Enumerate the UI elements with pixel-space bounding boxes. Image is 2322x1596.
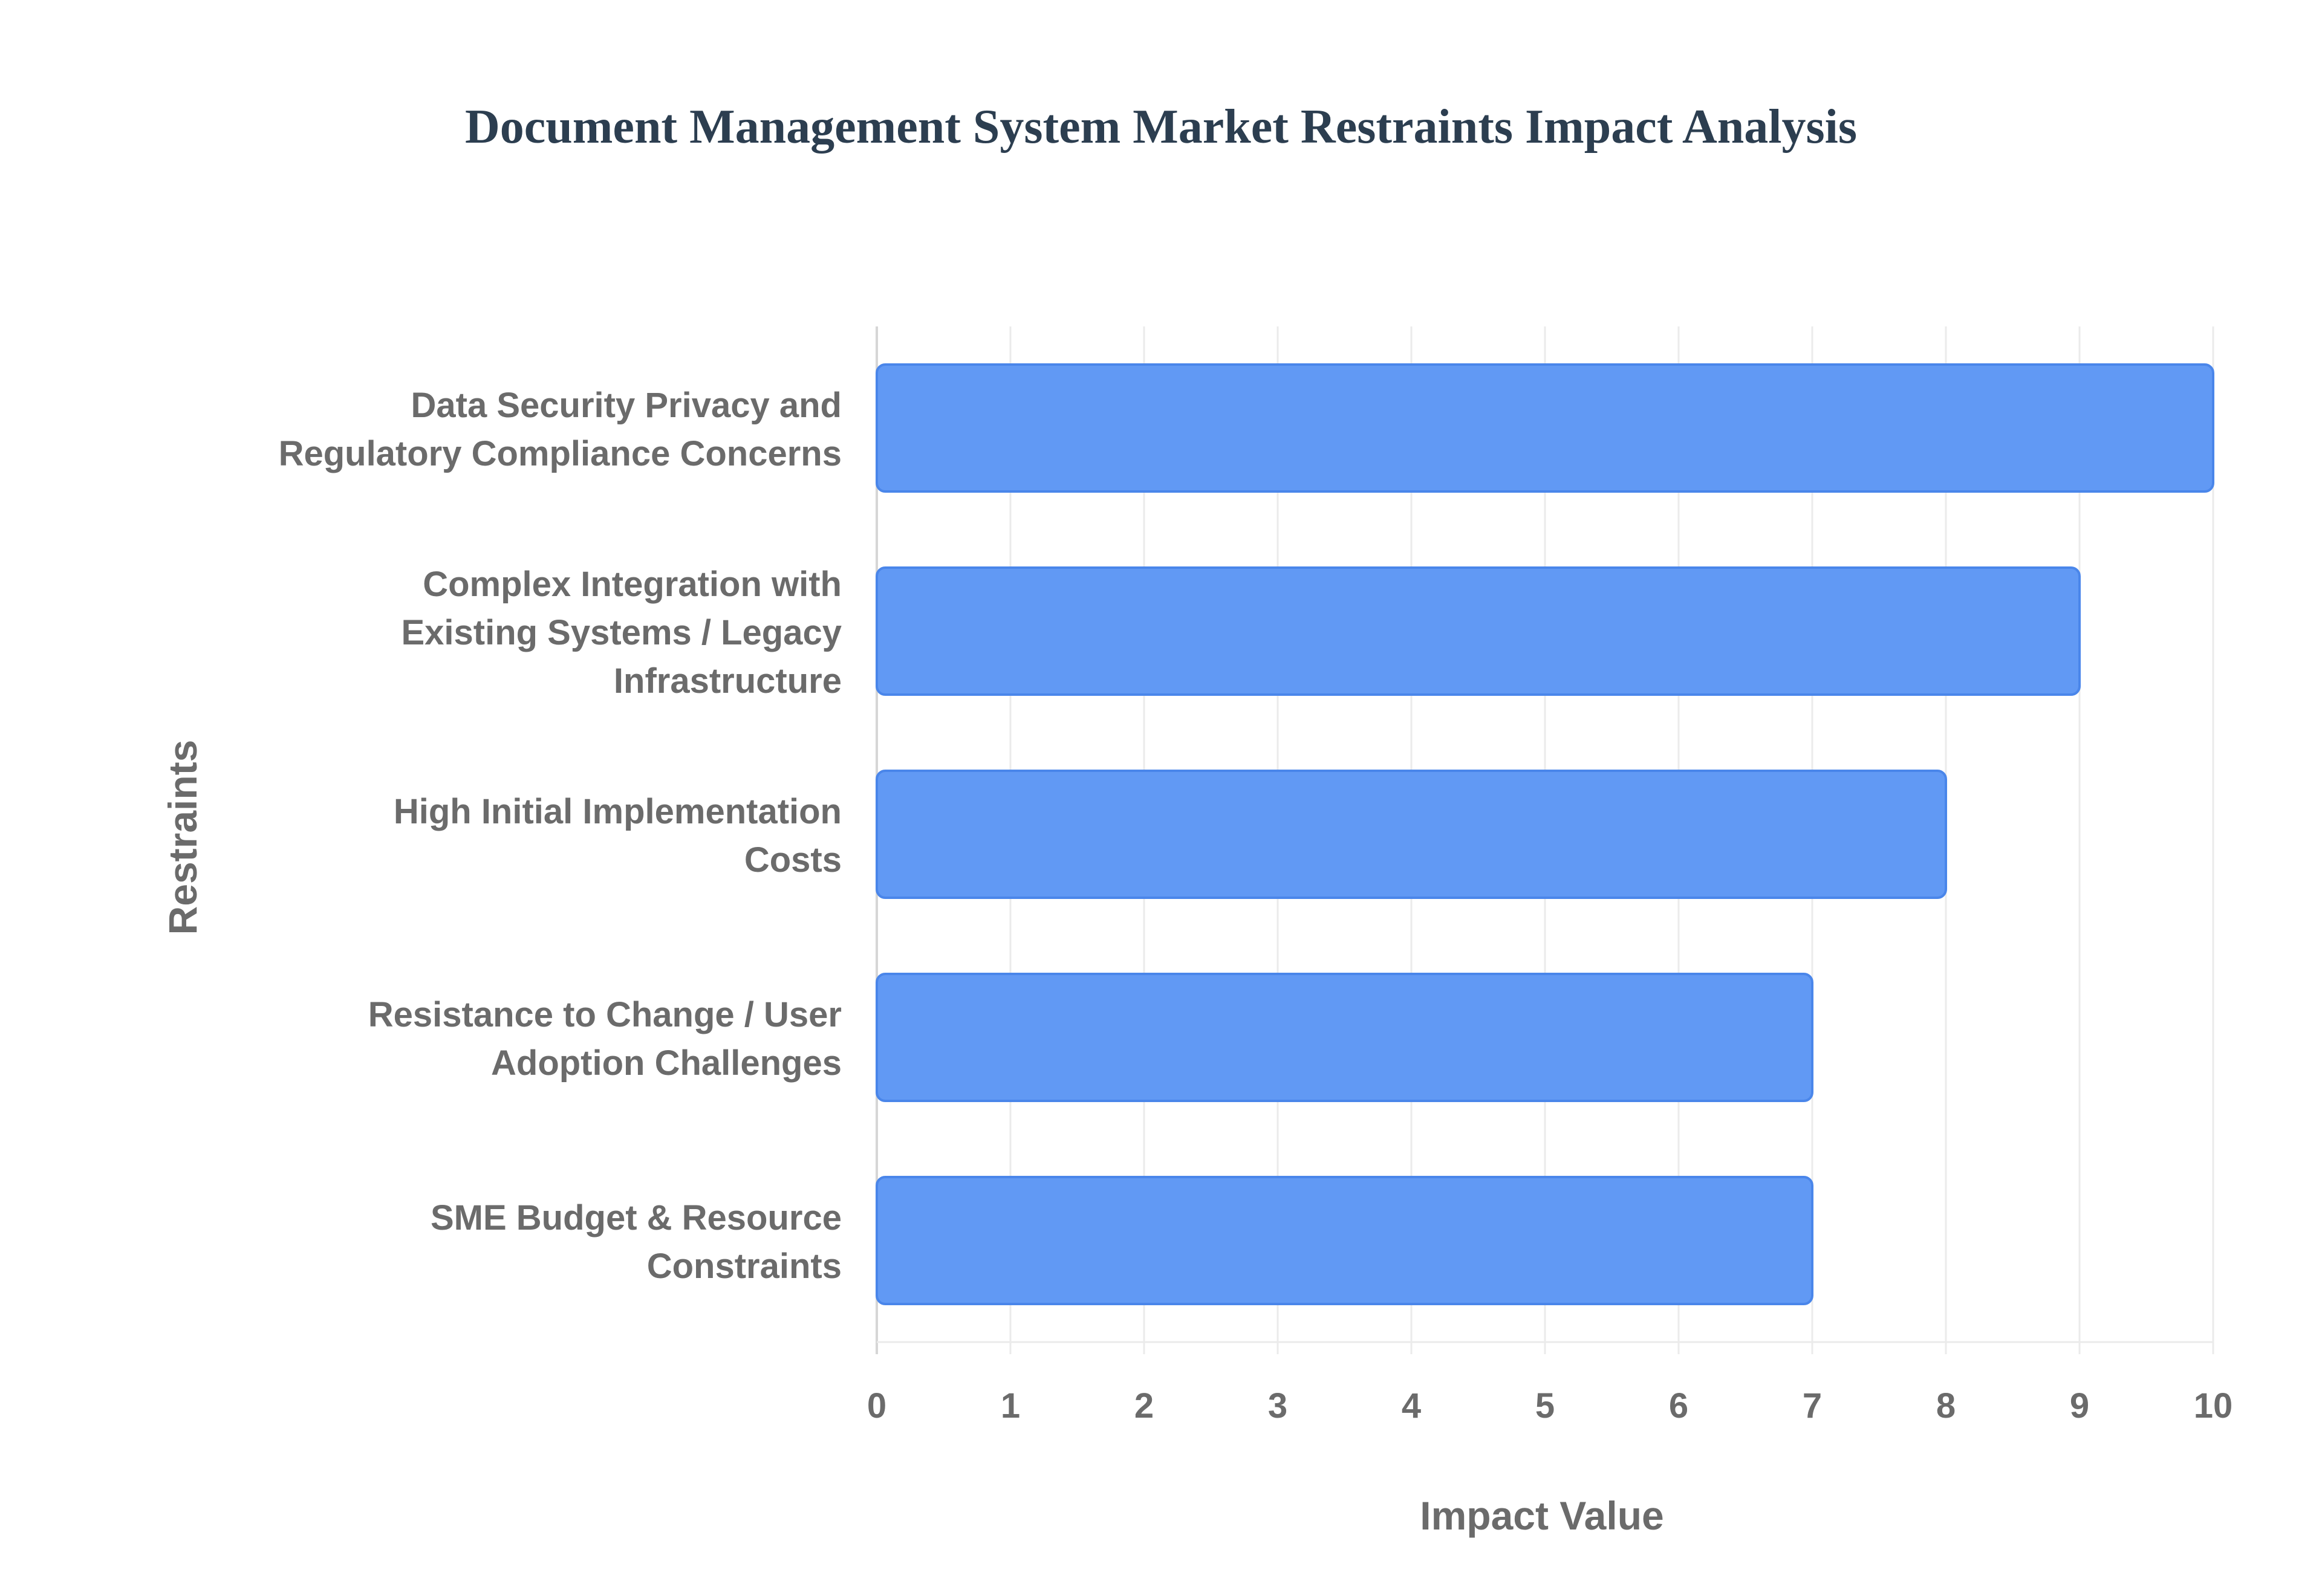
x-tick-label: 2 [1134,1386,1154,1426]
bar [876,770,1947,899]
y-category-label: Complex Integration with [423,565,842,604]
x-tick-label: 7 [1803,1386,1822,1426]
x-tick-label: 5 [1535,1386,1555,1426]
y-category-label: Infrastructure [614,661,842,701]
y-axis-title: Restraints [160,740,205,935]
x-tick-label: 9 [2070,1386,2089,1426]
bar [876,363,2214,493]
bar [876,973,1813,1102]
x-tick-label: 1 [1001,1386,1020,1426]
chart-title: Document Management System Market Restra… [465,100,1857,154]
x-tick-label: 6 [1669,1386,1688,1426]
x-tick-labels: 0 1 2 3 4 5 6 7 8 9 10 [867,1386,2233,1426]
y-category-labels: Data Security Privacy and Regulatory Comp… [279,386,842,1286]
bar [876,566,2081,696]
bars [876,363,2214,1305]
x-axis-title: Impact Value [1420,1493,1664,1538]
x-tick-label: 8 [1936,1386,1956,1426]
bar [876,1176,1813,1305]
y-category-label: Existing Systems / Legacy [401,613,842,652]
y-category-label: Data Security Privacy and [411,386,842,425]
x-tick-label: 0 [867,1386,886,1426]
y-category-label: Adoption Challenges [491,1043,842,1083]
y-category-label: Resistance to Change / User [368,995,842,1034]
y-category-label: High Initial Implementation [394,792,842,831]
y-category-label: SME Budget & Resource [431,1198,842,1238]
y-category-label: Constraints [647,1247,842,1286]
y-category-label: Regulatory Compliance Concerns [279,434,842,473]
x-tick-label: 3 [1268,1386,1287,1426]
x-tick-label: 4 [1402,1386,1421,1426]
x-tick-label: 10 [2194,1386,2233,1426]
y-category-label: Costs [744,840,842,880]
